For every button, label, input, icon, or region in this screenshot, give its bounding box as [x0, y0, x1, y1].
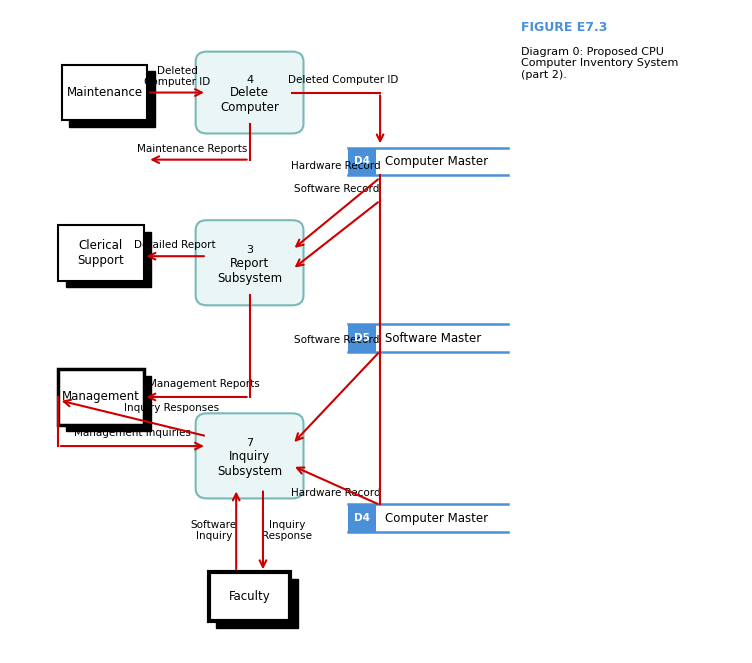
FancyBboxPatch shape	[196, 220, 304, 306]
FancyBboxPatch shape	[348, 148, 376, 175]
Text: Deleted Computer ID: Deleted Computer ID	[289, 75, 399, 85]
Text: D5: D5	[354, 333, 370, 343]
FancyBboxPatch shape	[348, 505, 376, 532]
FancyBboxPatch shape	[196, 52, 304, 133]
Text: Software Record: Software Record	[293, 184, 379, 194]
FancyBboxPatch shape	[58, 225, 144, 280]
Text: Inquiry
Subsystem: Inquiry Subsystem	[217, 450, 282, 478]
Text: Software Record: Software Record	[293, 335, 379, 345]
Text: FIGURE E7.3: FIGURE E7.3	[521, 21, 608, 34]
FancyBboxPatch shape	[69, 71, 155, 127]
Text: Software Master: Software Master	[385, 332, 481, 345]
Text: Management: Management	[62, 391, 140, 404]
Text: Management Reports: Management Reports	[148, 379, 260, 389]
FancyBboxPatch shape	[196, 413, 304, 499]
Text: Maintenance Reports: Maintenance Reports	[137, 145, 247, 154]
Text: Diagram 0: Proposed CPU
Computer Inventory System
(part 2).: Diagram 0: Proposed CPU Computer Invento…	[521, 46, 678, 80]
FancyBboxPatch shape	[208, 572, 290, 621]
Text: Software
Inquiry: Software Inquiry	[191, 520, 237, 541]
Text: Clerical
Support: Clerical Support	[77, 239, 124, 267]
FancyBboxPatch shape	[348, 324, 376, 352]
Text: Inquiry Responses: Inquiry Responses	[124, 403, 219, 413]
Text: Computer Master: Computer Master	[385, 154, 488, 168]
Text: Report
Subsystem: Report Subsystem	[217, 257, 282, 284]
FancyBboxPatch shape	[58, 369, 144, 425]
Text: D4: D4	[354, 513, 370, 523]
Text: 7: 7	[246, 438, 253, 448]
FancyBboxPatch shape	[65, 376, 151, 432]
Text: Hardware Record: Hardware Record	[292, 161, 381, 171]
Text: 4: 4	[246, 75, 253, 85]
Text: Faculty: Faculty	[229, 590, 271, 603]
FancyBboxPatch shape	[62, 65, 147, 121]
Text: Delete
Computer: Delete Computer	[220, 86, 279, 114]
Text: Management Inquiries: Management Inquiries	[74, 428, 191, 438]
Text: Detailed Report: Detailed Report	[135, 239, 216, 250]
Text: Maintenance: Maintenance	[66, 86, 143, 99]
Text: 3: 3	[246, 245, 253, 255]
FancyBboxPatch shape	[216, 579, 298, 628]
Text: Deleted
Computer ID: Deleted Computer ID	[144, 66, 211, 88]
FancyBboxPatch shape	[65, 231, 151, 287]
Text: Inquiry
Response: Inquiry Response	[262, 520, 312, 541]
Text: D4: D4	[354, 156, 370, 166]
Text: Hardware Record: Hardware Record	[292, 489, 381, 499]
Text: Computer Master: Computer Master	[385, 512, 488, 524]
